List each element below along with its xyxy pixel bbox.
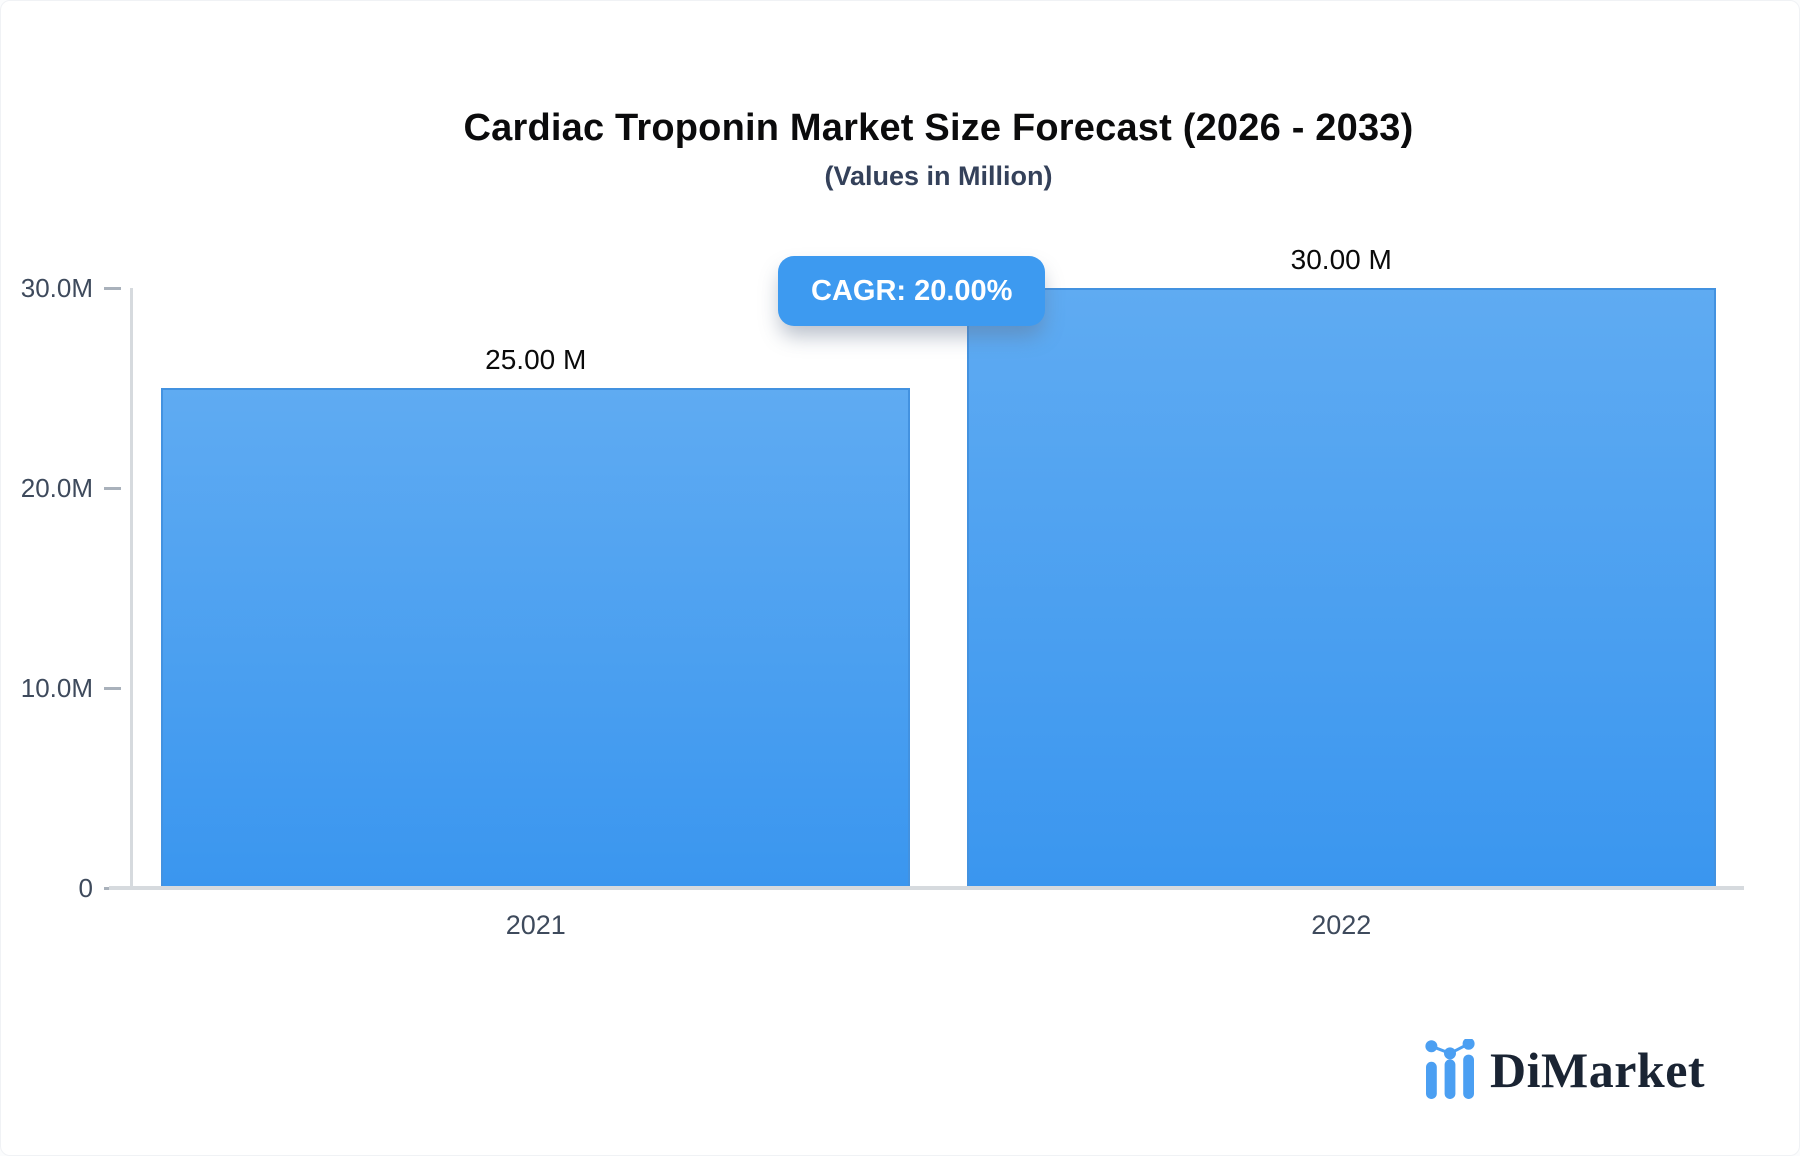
dimarket-logo-text: DiMarket	[1490, 1042, 1706, 1098]
cagr-badge: CAGR: 20.00%	[778, 256, 1046, 326]
y-tick-label-10.0M: 10.0M	[20, 673, 93, 703]
plot-area: 0 10.0M 20.0M 30.0M 25.00 M 2021 30.00 M 2022	[21, 244, 1744, 940]
chart-subtitle: (Values in Million)	[824, 161, 1053, 191]
y-tick-label-0: 0	[78, 873, 93, 903]
bar-value-label-2021: 25.00 M	[485, 344, 587, 375]
y-tick-label-20.0M: 20.0M	[20, 473, 93, 503]
cagr-badge-label: CAGR: 20.00%	[811, 274, 1013, 307]
y-tick-20.0M	[104, 486, 121, 490]
x-axis-label-2022: 2022	[1311, 910, 1372, 940]
dimarket-logo: DiMarket	[1423, 1039, 1705, 1099]
bar-2022[interactable]	[967, 288, 1716, 888]
y-tick-label-30.0M: 30.0M	[20, 273, 93, 303]
y-tick-30.0M	[104, 286, 121, 290]
chart-title: Cardiac Troponin Market Size Forecast (2…	[463, 107, 1414, 149]
bar-line-chart-icon	[1425, 1039, 1475, 1099]
bar-2021[interactable]	[161, 388, 910, 888]
y-tick-10.0M	[104, 686, 121, 690]
y-axis-line	[130, 288, 133, 888]
x-axis-label-2021: 2021	[505, 910, 566, 940]
bar-value-label-2022: 30.00 M	[1290, 244, 1392, 275]
x-axis-line	[109, 886, 1744, 890]
